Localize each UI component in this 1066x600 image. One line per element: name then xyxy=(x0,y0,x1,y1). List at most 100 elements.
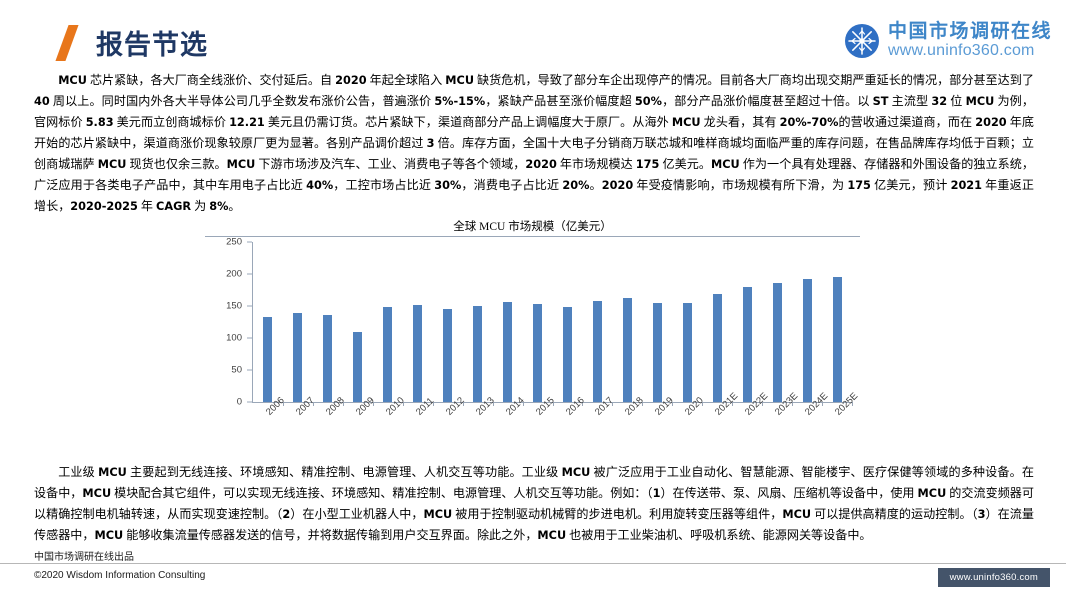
y-axis-tick-mark xyxy=(247,337,252,339)
x-label-slot: 2012 xyxy=(433,395,467,454)
y-axis-tick-mark xyxy=(247,401,252,403)
bar-slot xyxy=(253,242,284,406)
bar-slot xyxy=(612,242,644,406)
chart-plot-area: 0 50 100 150 200 250 2006 2007 2008 2009 2010 2011… xyxy=(205,237,860,458)
bar-slot xyxy=(283,242,314,406)
x-axis-tick-mark xyxy=(402,402,404,406)
x-axis-tick-mark xyxy=(852,402,854,406)
x-axis-tick-mark xyxy=(372,402,374,406)
page-title: 报告节选 xyxy=(96,30,208,61)
chart-bar xyxy=(563,307,572,402)
footer-website-badge[interactable]: www.uninfo360.com xyxy=(937,568,1050,587)
x-axis-tick-mark xyxy=(672,402,674,406)
bar-slot xyxy=(373,242,404,406)
chart-bar xyxy=(772,282,782,402)
x-label-slot: 2021E xyxy=(702,391,740,454)
x-axis-tick-mark xyxy=(612,402,614,406)
bar-slot xyxy=(523,242,554,406)
logo-website-url: www.uninfo360.com xyxy=(887,42,1035,59)
body-paragraph-bottom: 工业级 MCU 主要起到无线连接、环境感知、精准控制、电源管理、人机交互等功能。… xyxy=(34,465,1034,542)
x-label-slot: 2015 xyxy=(523,395,557,454)
x-axis-tick-mark xyxy=(762,402,764,406)
x-label-slot: 2023E xyxy=(762,391,800,454)
y-axis-tick-label: 200 xyxy=(226,268,242,280)
x-axis-labels: 2006 2007 2008 2009 2010 2011 2012 2013 2014 2015… xyxy=(253,391,860,454)
snowflake-circle-logo-icon xyxy=(844,23,879,58)
x-label-slot: 2009 xyxy=(343,395,377,454)
x-axis-tick-mark xyxy=(702,402,704,406)
chart-bar xyxy=(263,316,273,402)
chart-bar xyxy=(473,306,483,402)
chart-bars xyxy=(253,242,854,406)
x-label-slot: 2020 xyxy=(672,395,706,454)
chart-bar xyxy=(533,304,543,402)
chart-bar xyxy=(503,302,513,402)
y-axis-tick-mark xyxy=(247,273,252,275)
x-label-slot: 2025E xyxy=(822,391,860,454)
market-size-chart: 全球 MCU 市场规模（亿美元） 0 50 100 150 200 250 2006 200… xyxy=(205,216,860,458)
x-label-slot: 2014 xyxy=(493,395,527,454)
page-header: 报告节选 中国市场调研在线 w xyxy=(0,0,1066,68)
y-axis-tick-mark xyxy=(247,241,252,243)
chart-bar xyxy=(712,294,722,402)
footer-copyright: ©2020 Wisdom Information Consulting xyxy=(34,570,206,581)
x-axis-tick-mark xyxy=(522,402,524,406)
chart-bar xyxy=(383,306,393,402)
x-label-slot: 2008 xyxy=(313,395,347,454)
x-axis-tick-mark xyxy=(462,402,464,406)
x-axis-tick-mark xyxy=(582,402,584,406)
chart-bar xyxy=(802,279,812,402)
x-label-slot: 2010 xyxy=(373,395,407,454)
bar-slot xyxy=(493,242,524,406)
x-label-slot: 2022E xyxy=(732,391,770,454)
bar-slot xyxy=(672,242,704,406)
chart-bar xyxy=(622,297,632,402)
x-axis-tick-mark xyxy=(432,402,434,406)
x-axis-tick-mark xyxy=(492,402,494,406)
y-axis-tick-mark xyxy=(247,369,252,371)
bar-slot xyxy=(762,242,794,406)
bar-slot xyxy=(702,242,734,406)
y-axis-labels: 0 50 100 150 200 250 xyxy=(205,237,247,408)
x-axis-tick-mark xyxy=(792,402,794,406)
x-label-slot: 2018 xyxy=(612,395,646,454)
y-axis-tick-mark xyxy=(247,305,252,307)
body-paragraph-top: MCU 芯片紧缺，各大厂商全线涨价、交付延后。自 2020 年起全球陷入 MCU… xyxy=(34,73,1035,213)
y-axis-line xyxy=(252,242,253,402)
x-label-slot: 2016 xyxy=(553,395,587,454)
chart-title: 全球 MCU 市场规模（亿美元） xyxy=(453,221,612,233)
x-label-slot: 2017 xyxy=(582,395,616,454)
x-label-slot: 2013 xyxy=(463,395,497,454)
company-logo: 中国市场调研在线 www.uninfo360.com xyxy=(844,22,1052,59)
x-axis-tick-mark xyxy=(552,402,554,406)
bar-slot xyxy=(343,242,374,406)
x-label-slot: 2006 xyxy=(253,395,287,454)
chart-bar xyxy=(832,276,842,402)
bar-slot xyxy=(792,242,824,406)
bar-slot xyxy=(553,242,584,406)
x-axis-tick-mark xyxy=(642,402,644,406)
chart-bar xyxy=(742,286,752,402)
chart-bar xyxy=(592,300,602,402)
chart-bar xyxy=(682,303,692,402)
bar-slot xyxy=(313,242,344,406)
bar-slot xyxy=(403,242,434,406)
logo-company-name: 中国市场调研在线 xyxy=(887,20,1052,42)
bar-slot xyxy=(463,242,494,406)
chart-bar xyxy=(323,314,333,402)
orange-slash-icon xyxy=(55,25,79,61)
x-axis-line xyxy=(252,402,852,403)
chart-bar xyxy=(293,313,303,402)
x-axis-tick-mark xyxy=(342,402,344,406)
x-label-slot: 2019 xyxy=(642,395,676,454)
footer-note: 中国市场调研在线出品 xyxy=(34,552,134,563)
y-axis-tick-label: 50 xyxy=(231,364,242,376)
x-label-slot: 2007 xyxy=(283,395,317,454)
chart-title-divider xyxy=(205,236,860,237)
footer-divider xyxy=(0,563,1066,564)
x-axis-tick-mark xyxy=(732,402,734,406)
x-axis-tick-mark xyxy=(312,402,314,406)
chart-bar xyxy=(443,308,453,402)
y-axis-tick-label: 100 xyxy=(226,332,242,344)
